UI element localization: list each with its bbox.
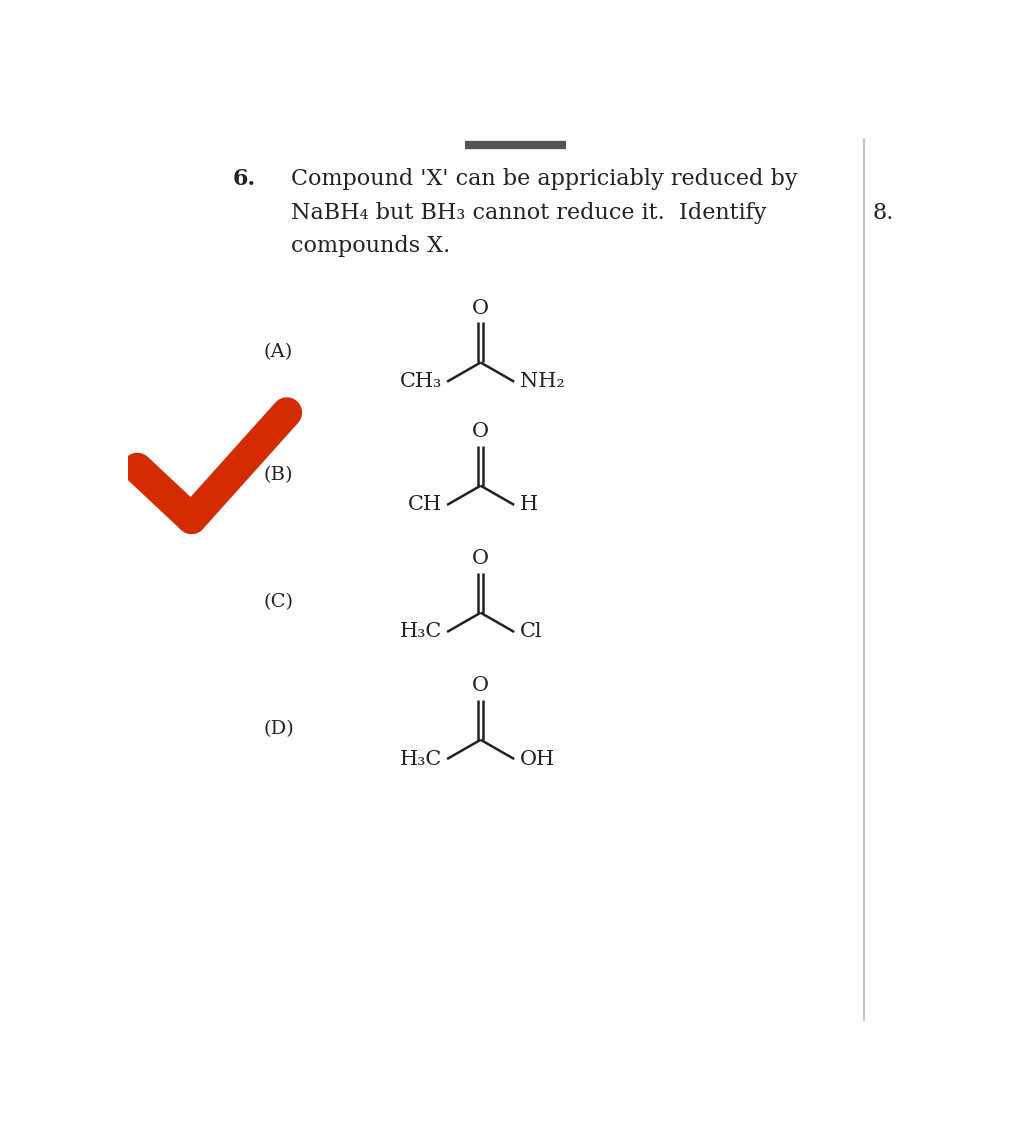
Text: O: O [472, 422, 489, 440]
Text: Cl: Cl [519, 623, 543, 641]
Text: H: H [519, 496, 538, 515]
Text: OH: OH [519, 749, 555, 768]
Text: (D): (D) [263, 720, 294, 739]
Text: CH₃: CH₃ [399, 373, 441, 391]
Text: NaBH₄ but BH₃ cannot reduce it.  Identify: NaBH₄ but BH₃ cannot reduce it. Identify [291, 202, 766, 225]
Text: H₃C: H₃C [399, 749, 441, 768]
Text: H₃C: H₃C [399, 623, 441, 641]
Text: O: O [472, 549, 489, 568]
Text: compounds X.: compounds X. [291, 235, 450, 257]
Text: NH₂: NH₂ [519, 373, 564, 391]
Text: (A): (A) [263, 343, 293, 361]
Text: 6.: 6. [232, 167, 256, 189]
Text: CH: CH [408, 496, 441, 515]
Text: O: O [472, 676, 489, 695]
Text: O: O [472, 299, 489, 318]
Text: 8.: 8. [872, 202, 893, 225]
Text: (B): (B) [263, 467, 293, 484]
Text: (C): (C) [263, 593, 294, 611]
Text: Compound 'X' can be appriciably reduced by: Compound 'X' can be appriciably reduced … [291, 167, 798, 189]
